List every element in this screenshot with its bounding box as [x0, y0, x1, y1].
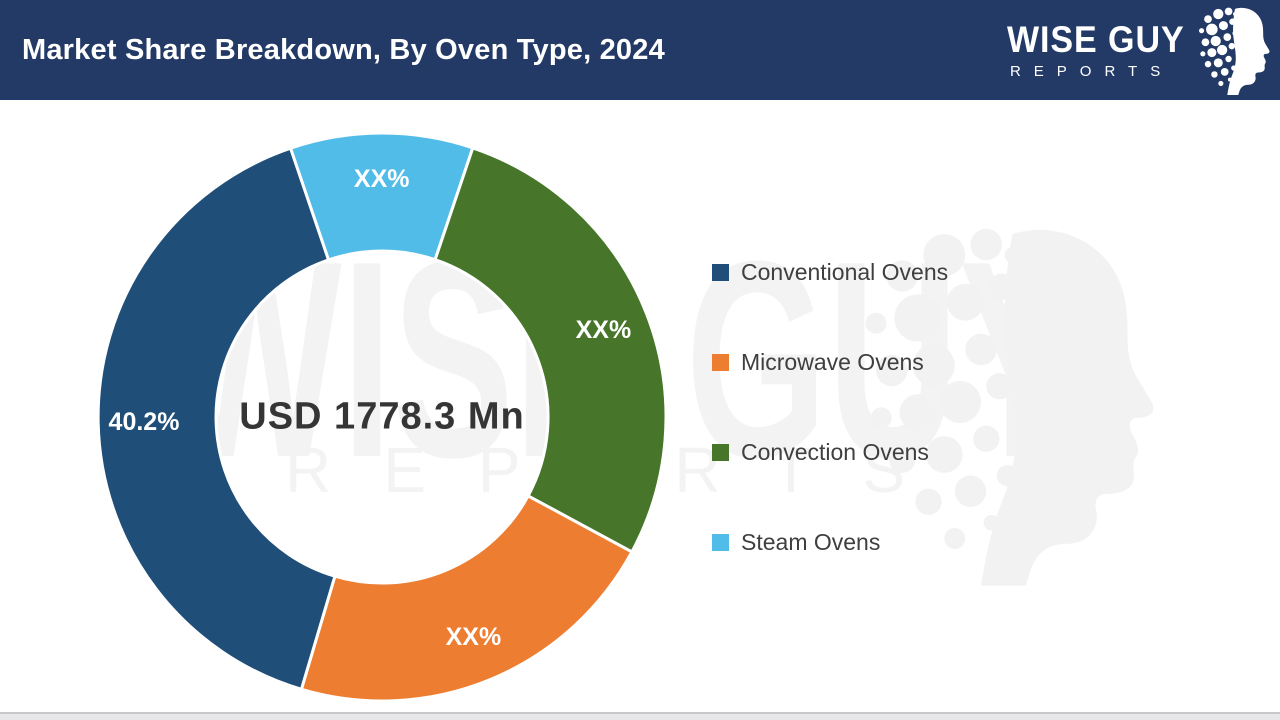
legend-label: Convection Ovens [741, 438, 929, 465]
chart-canvas: WISE GUY REPORTS XX%XX%XX%40.2% USD 1778… [0, 100, 1280, 720]
legend-swatch [712, 533, 729, 551]
legend-swatch [712, 353, 729, 371]
brand-name: WISE GUY [1006, 18, 1185, 60]
pie-segment-convection-ovens [433, 146, 668, 554]
pie-segment-conventional-ovens [96, 146, 337, 691]
legend-label: Steam Ovens [741, 528, 881, 555]
header-bar: Market Share Breakdown, By Oven Type, 20… [0, 0, 1280, 100]
brand-logo-text: WISE GUY REPORTS [1007, 21, 1200, 80]
pie-segment-label: XX% [576, 316, 632, 344]
chart-center-value: USD 1778.3 Mn [239, 395, 525, 438]
legend-swatch [712, 263, 729, 281]
legend-item-conventional-ovens: Conventional Ovens [712, 257, 948, 287]
legend-swatch [712, 443, 729, 461]
pie-segment-label: XX% [446, 623, 502, 651]
legend-label: Conventional Ovens [741, 258, 949, 285]
legend-item-convection-ovens: Convection Ovens [712, 437, 948, 467]
legend-label: Microwave Ovens [741, 348, 924, 375]
legend-item-microwave-ovens: Microwave Ovens [712, 347, 948, 377]
brand-subtitle: REPORTS [1009, 62, 1174, 80]
chart-legend: Conventional Ovens Microwave Ovens Conve… [712, 257, 948, 617]
brand-logo: WISE GUY REPORTS [1007, 0, 1274, 100]
legend-item-steam-ovens: Steam Ovens [712, 527, 948, 557]
pie-segment-label: 40.2% [109, 408, 180, 436]
donut-chart: XX% XX% XX% 40.2% [96, 131, 668, 703]
pie-segment-microwave-ovens [299, 494, 634, 703]
dotted-face-logo-icon [1196, 5, 1274, 95]
page-title: Market Share Breakdown, By Oven Type, 20… [22, 33, 665, 66]
bottom-divider [0, 712, 1280, 720]
pie-segment-label: XX% [354, 165, 410, 193]
